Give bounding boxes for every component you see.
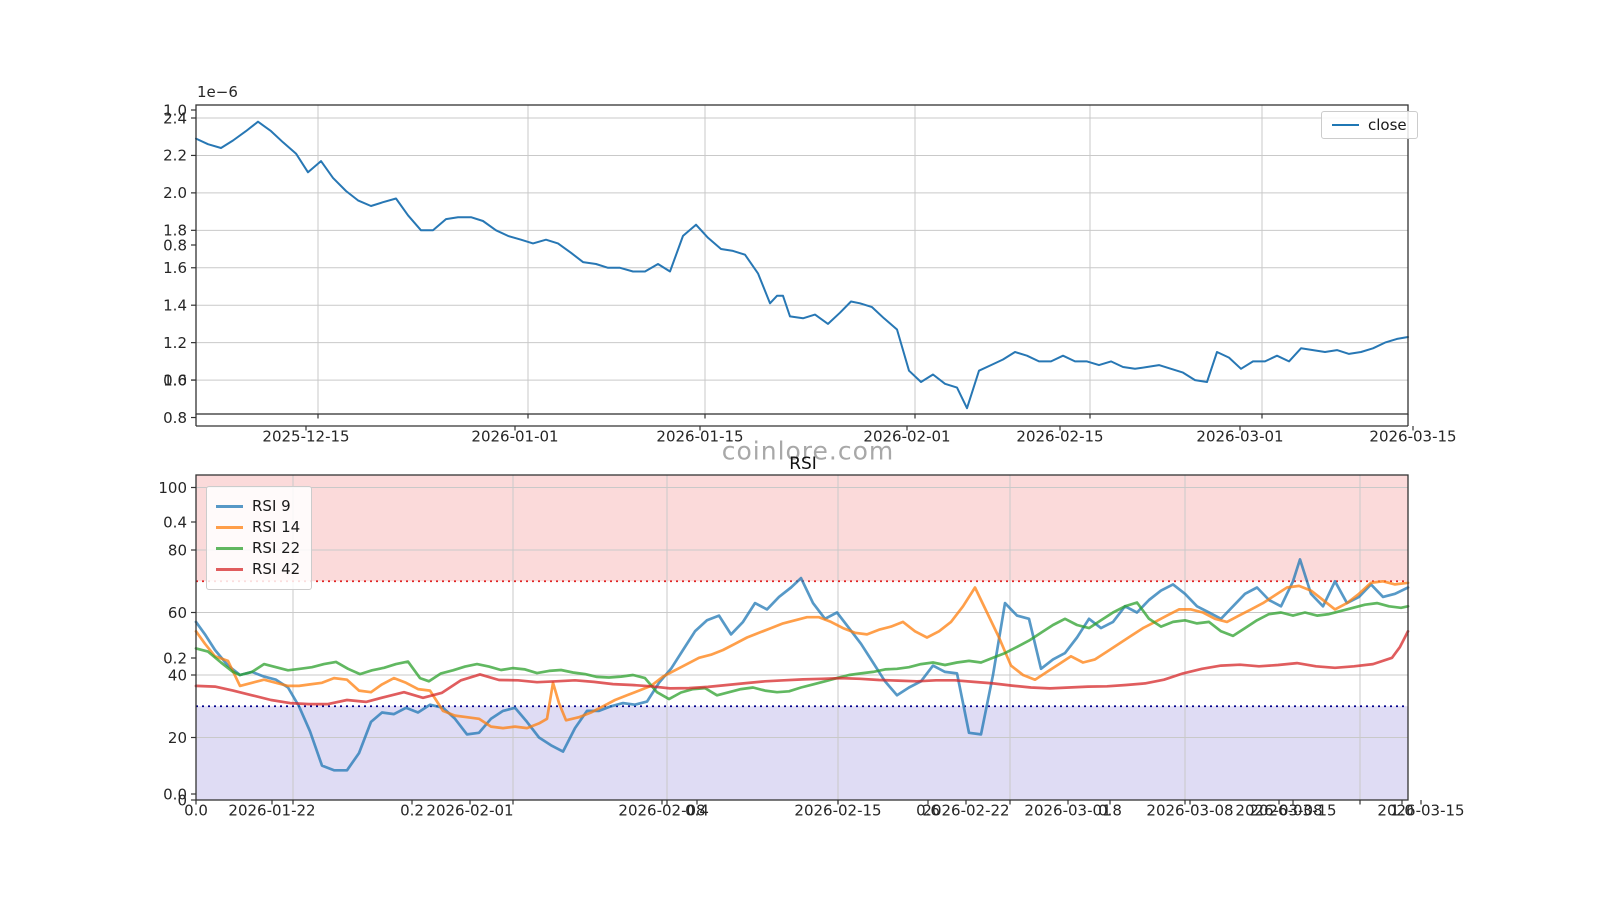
rsi-region-oversold — [196, 706, 1408, 800]
price-xtick-label: 2025-12-15 — [262, 427, 349, 445]
price-xtick-label: 2026-01-01 — [471, 427, 558, 445]
legend-item-rsi-22: RSI 22 — [216, 539, 300, 557]
rsi-xtick-label: 2026-02-15 — [794, 801, 881, 819]
rsi-ytick-overlap-label: 0.4 — [163, 513, 187, 531]
legend-line-sample — [216, 525, 243, 529]
price-xtick-label: 2026-03-15 — [1369, 427, 1456, 445]
watermark: coinlore.com — [721, 436, 895, 466]
rsi-xtick-label: 2026-03-08 — [1146, 801, 1233, 819]
rsi-series-rsi-22 — [194, 601, 1410, 701]
rsi-axes-box — [195, 474, 1409, 801]
rsi-ytick-label: 100 — [158, 479, 187, 497]
rsi-ytick-overlap-label: 0.2 — [163, 649, 187, 667]
rsi-series-rsi-9 — [194, 558, 1410, 772]
price-xtick-label: 2026-02-15 — [1016, 427, 1103, 445]
legend-label: RSI 14 — [252, 518, 301, 536]
price-ytick-label: 1.2 — [163, 334, 187, 352]
price-xtick-label: 2026-01-15 — [656, 427, 743, 445]
price-xtick-label: 2026-02-01 — [863, 427, 950, 445]
rsi-ytick-overlap-label: 0.0 — [163, 785, 187, 803]
price-ytick-label: 2.0 — [163, 184, 187, 202]
rsi-xtick-label: 2026-02-08 — [618, 801, 705, 819]
rsi-xtick-label: 0.0 — [184, 801, 208, 819]
legend-label: close — [1368, 116, 1407, 134]
rsi-xtick-label: 0.6 — [916, 801, 940, 819]
rsi-xtick-label: 2026-03-15 — [1377, 801, 1464, 819]
legend-item-rsi-14: RSI 14 — [216, 518, 300, 536]
legend-item-rsi-9: RSI 9 — [216, 497, 300, 515]
price-legend: close — [1321, 111, 1418, 139]
price-ytick-label: 1.0 — [163, 371, 187, 389]
legend-item-rsi-42: RSI 42 — [216, 560, 300, 578]
rsi-series-rsi-14 — [194, 579, 1410, 730]
price-ytick-overlap-label: 0.6 — [163, 371, 187, 389]
legend-line-sample — [216, 546, 243, 550]
rsi-legend: RSI 9 RSI 14 RSI 22 RSI 42 — [206, 486, 313, 590]
price-xtick-label: 2026-03-01 — [1196, 427, 1283, 445]
price-ytick-label: 1.4 — [163, 296, 187, 314]
price-axes-box — [195, 104, 1409, 415]
legend-label: RSI 42 — [252, 560, 301, 578]
rsi-ytick-label: 20 — [168, 729, 187, 747]
price-offset-label: 1e−6 — [197, 83, 238, 101]
legend-label: RSI 9 — [252, 497, 291, 515]
rsi-xtick-label: 2026-01-22 — [228, 801, 315, 819]
price-ytick-label: 2.4 — [163, 109, 187, 127]
rsi-xtick-label: 2026-02-01 — [426, 801, 513, 819]
rsi-ytick-label: 40 — [168, 666, 187, 684]
rsi-ytick-label: 80 — [168, 541, 187, 559]
rsi-ytick-label: 60 — [168, 604, 187, 622]
rsi-xtick-label: 2026-03-08 — [1235, 801, 1322, 819]
rsi-series-rsi-42 — [194, 629, 1410, 706]
rsi-xtick-label: 2026-02-22 — [922, 801, 1009, 819]
legend-line-sample — [216, 567, 243, 571]
legend-item-close: close — [1332, 116, 1407, 134]
rsi-region-overbought — [196, 475, 1408, 582]
rsi-subplot-title: RSI — [789, 454, 817, 474]
rsi-xtick-label: 0.8 — [1098, 801, 1122, 819]
price-ytick-label: 0.8 — [163, 409, 187, 427]
rsi-xtick-label: 1.0 — [1390, 801, 1414, 819]
rsi-ytick-label: 0 — [177, 791, 187, 809]
legend-line-sample — [1332, 124, 1359, 126]
price-series-close — [195, 120, 1409, 410]
rsi-xtick-label: 2026-03-01 — [1024, 801, 1111, 819]
rsi-xtick-label: 2026-03-15 — [1249, 801, 1336, 819]
rsi-xtick-label: 0.2 — [400, 801, 424, 819]
legend-label: RSI 22 — [252, 539, 301, 557]
price-ytick-label: 2.2 — [163, 147, 187, 165]
price-ytick-overlap-label: 1.0 — [163, 101, 187, 119]
price-ytick-label: 1.6 — [163, 259, 187, 277]
legend-line-sample — [216, 504, 243, 508]
rsi-xtick-label: 0.4 — [685, 801, 709, 819]
price-ytick-overlap-label: 0.8 — [163, 236, 187, 254]
price-ytick-label: 1.8 — [163, 222, 187, 240]
